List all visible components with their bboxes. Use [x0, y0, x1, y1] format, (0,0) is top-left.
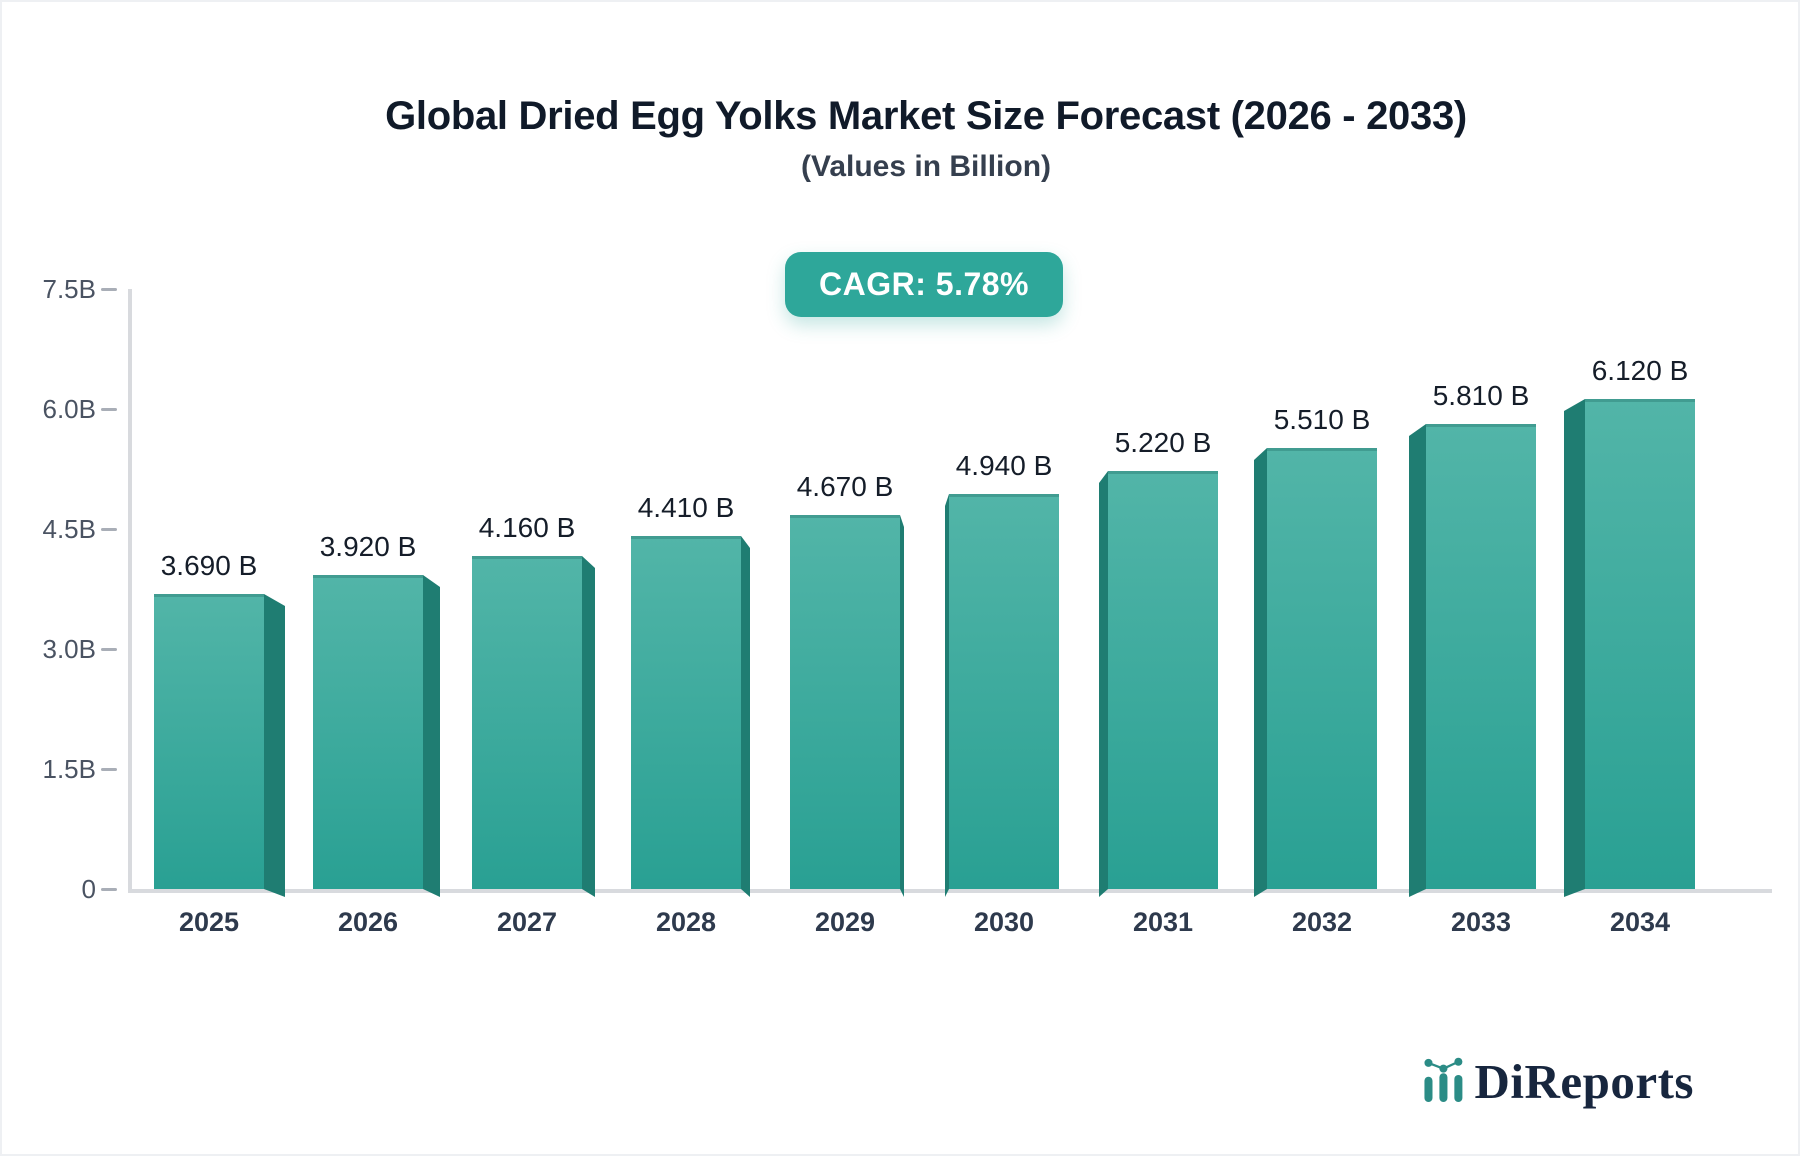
y-tick-label: 0: [81, 874, 96, 904]
x-axis-label-2028: 2028: [655, 907, 717, 937]
bar-face: [313, 575, 423, 889]
bar-face: [1267, 448, 1377, 889]
bar-face: [949, 494, 1059, 889]
y-tick-label: 7.5B: [42, 274, 97, 304]
y-tick-dash: [101, 408, 117, 411]
bar-value-label: 4.670 B: [796, 471, 894, 502]
x-axis-label-2033: 2033: [1450, 907, 1512, 937]
y-tick-dash: [101, 288, 117, 291]
direports-logo[interactable]: DiReports: [1424, 1053, 1694, 1109]
y-tick-dash: [101, 528, 117, 531]
x-axis-label-2034: 2034: [1609, 907, 1671, 937]
x-axis-label-2027: 2027: [496, 907, 558, 937]
cagr-badge: CAGR: 5.78%: [785, 252, 1063, 317]
bar-value-label: 5.810 B: [1432, 380, 1530, 411]
bar-face: [1426, 424, 1536, 889]
bar-chart-logo-icon: [1424, 1057, 1463, 1102]
y-tick-label: 3.0B: [42, 634, 97, 664]
bar-2025[interactable]: 3.690 B: [154, 550, 285, 897]
bar-2034[interactable]: 6.120 B: [1564, 355, 1695, 897]
bar-value-label: 5.220 B: [1114, 427, 1212, 458]
bar-side-shadow: [1099, 471, 1108, 897]
y-tick-dash: [101, 768, 117, 771]
bar-side-shadow: [741, 536, 750, 897]
bar-2029[interactable]: 4.670 B: [790, 471, 904, 897]
bar-2032[interactable]: 5.510 B: [1254, 404, 1377, 897]
x-axis-label-2029: 2029: [814, 907, 876, 937]
y-tick-label: 4.5B: [42, 514, 97, 544]
y-axis-line: [128, 289, 132, 893]
x-axis-label-2031: 2031: [1132, 907, 1194, 937]
bar-2030[interactable]: 4.940 B: [945, 450, 1059, 897]
bar-2033[interactable]: 5.810 B: [1409, 380, 1536, 897]
y-tick-dash: [101, 888, 117, 891]
logo-text: DiReports: [1474, 1053, 1694, 1109]
bar-2031[interactable]: 5.220 B: [1099, 427, 1218, 897]
bar-value-label: 3.920 B: [319, 531, 417, 562]
x-axis-label-2026: 2026: [337, 907, 399, 937]
bar-face: [790, 515, 900, 889]
bar-2026[interactable]: 3.920 B: [313, 531, 440, 897]
bar-value-label: 4.160 B: [478, 512, 576, 543]
y-tick-label: 6.0B: [42, 394, 97, 424]
chart-subtitle: (Values in Billion): [800, 150, 1052, 183]
bar-value-label: 4.940 B: [955, 450, 1053, 481]
bar-face: [472, 556, 582, 889]
bar-value-label: 4.410 B: [637, 492, 735, 523]
bar-side-shadow: [900, 515, 904, 897]
bar-side-shadow: [582, 556, 595, 897]
y-tick-dash: [101, 648, 117, 651]
bar-side-shadow: [1254, 448, 1267, 897]
bar-2028[interactable]: 4.410 B: [631, 492, 750, 897]
bar-side-shadow: [945, 494, 949, 897]
bar-2027[interactable]: 4.160 B: [472, 512, 595, 897]
x-axis-label-2030: 2030: [973, 907, 1035, 937]
x-axis-line: [128, 889, 1772, 893]
bar-face: [154, 594, 264, 889]
bar-side-shadow: [1409, 424, 1426, 897]
bar-value-label: 5.510 B: [1273, 404, 1371, 435]
bar-face: [1108, 471, 1218, 889]
y-tick-label: 1.5B: [42, 754, 97, 784]
bar-side-shadow: [1564, 399, 1585, 897]
bar-face: [631, 536, 741, 889]
bar-side-shadow: [423, 575, 440, 897]
x-axis-label-2032: 2032: [1291, 907, 1353, 937]
bar-face: [1585, 399, 1695, 889]
bar-value-label: 6.120 B: [1591, 355, 1689, 386]
bar-value-label: 3.690 B: [160, 550, 258, 581]
bar-side-shadow: [264, 594, 285, 897]
x-axis-label-2025: 2025: [178, 907, 240, 937]
plot-area: 7.5B 6.0B 4.5B 3.0B 1.5B 0 3.690 B 3.920 B 4.16…: [43, 274, 1772, 937]
chart-title: Global Dried Egg Yolks Market Size Forec…: [385, 94, 1467, 138]
